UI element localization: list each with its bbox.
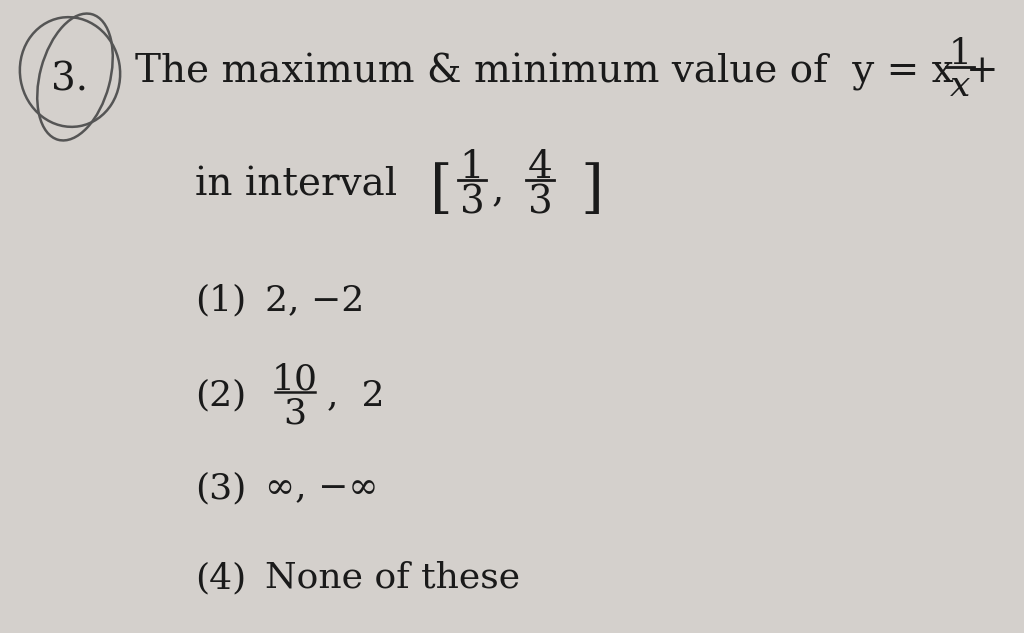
Text: 10: 10 bbox=[272, 362, 318, 396]
Text: x: x bbox=[950, 69, 970, 103]
Text: 1: 1 bbox=[948, 37, 972, 71]
Text: 3.: 3. bbox=[51, 61, 88, 99]
Text: (3): (3) bbox=[195, 471, 247, 505]
Text: (4): (4) bbox=[195, 561, 246, 595]
Text: 4: 4 bbox=[527, 149, 552, 185]
Text: 3: 3 bbox=[527, 184, 552, 222]
Text: ∞, −∞: ∞, −∞ bbox=[265, 471, 379, 505]
Text: 1: 1 bbox=[460, 149, 484, 185]
Text: in interval: in interval bbox=[195, 166, 397, 203]
Text: ,  2: , 2 bbox=[327, 378, 384, 412]
Text: The maximum & minimum value of  y = x +: The maximum & minimum value of y = x + bbox=[135, 53, 1011, 91]
Text: None of these: None of these bbox=[265, 561, 520, 595]
Text: [: [ bbox=[430, 162, 453, 218]
Text: ]: ] bbox=[580, 162, 603, 218]
Text: (1): (1) bbox=[195, 283, 246, 317]
Text: (2): (2) bbox=[195, 378, 246, 412]
Text: 2, −2: 2, −2 bbox=[265, 283, 365, 317]
Text: ,: , bbox=[492, 172, 505, 208]
Text: 3: 3 bbox=[460, 184, 484, 222]
Text: 3: 3 bbox=[284, 396, 306, 430]
